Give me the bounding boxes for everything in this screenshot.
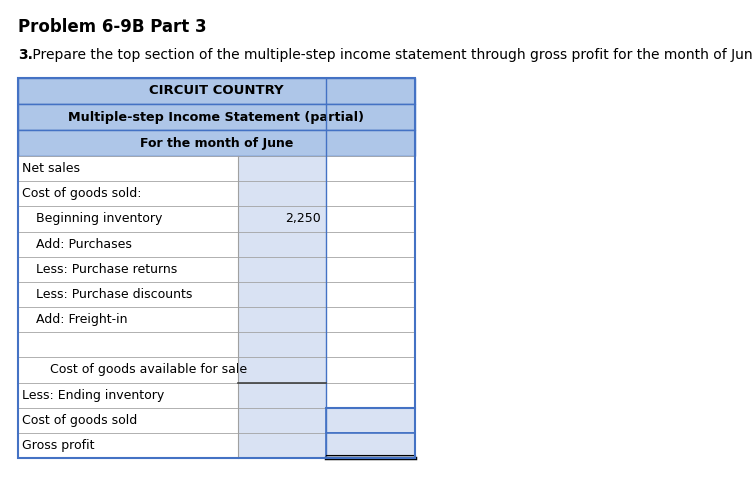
- Text: 2,250: 2,250: [285, 212, 321, 225]
- Bar: [238, 156, 326, 181]
- Bar: [238, 282, 326, 307]
- Bar: [18, 231, 238, 257]
- Text: 3.: 3.: [18, 48, 33, 62]
- Text: Cost of goods sold:: Cost of goods sold:: [22, 187, 142, 200]
- Bar: [238, 332, 326, 357]
- Text: Gross profit: Gross profit: [22, 439, 94, 452]
- Bar: [326, 231, 415, 257]
- Text: Less: Purchase returns: Less: Purchase returns: [36, 263, 177, 276]
- Bar: [18, 181, 238, 206]
- Bar: [326, 206, 415, 231]
- Text: Net sales: Net sales: [22, 162, 80, 175]
- Bar: [18, 383, 238, 407]
- Bar: [326, 181, 415, 206]
- Text: Cost of goods sold: Cost of goods sold: [22, 414, 137, 427]
- Bar: [238, 433, 326, 458]
- Bar: [18, 407, 238, 433]
- Text: Less: Purchase discounts: Less: Purchase discounts: [36, 288, 192, 301]
- Bar: [238, 257, 326, 282]
- Text: Less: Ending inventory: Less: Ending inventory: [22, 388, 164, 402]
- Text: Beginning inventory: Beginning inventory: [36, 212, 163, 225]
- Bar: [326, 433, 415, 458]
- Text: Multiple-step Income Statement (partial): Multiple-step Income Statement (partial): [69, 110, 364, 123]
- Bar: [18, 307, 238, 332]
- Bar: [18, 433, 238, 458]
- Text: CIRCUIT COUNTRY: CIRCUIT COUNTRY: [149, 84, 284, 98]
- Bar: [326, 357, 415, 383]
- Bar: [238, 231, 326, 257]
- Bar: [326, 407, 415, 433]
- Text: Cost of goods available for sale: Cost of goods available for sale: [50, 364, 247, 376]
- Bar: [238, 206, 326, 231]
- Bar: [326, 156, 415, 181]
- Bar: [238, 307, 326, 332]
- Bar: [238, 181, 326, 206]
- Bar: [18, 78, 415, 458]
- Bar: [18, 206, 238, 231]
- Bar: [18, 332, 238, 357]
- Bar: [238, 357, 326, 383]
- Bar: [326, 257, 415, 282]
- Bar: [18, 156, 238, 181]
- Bar: [326, 282, 415, 307]
- Bar: [18, 78, 415, 104]
- Bar: [18, 104, 415, 130]
- Bar: [238, 383, 326, 407]
- Bar: [18, 257, 238, 282]
- Bar: [326, 383, 415, 407]
- Text: For the month of June: For the month of June: [140, 137, 293, 149]
- Text: Problem 6-9B Part 3: Problem 6-9B Part 3: [18, 18, 206, 36]
- Bar: [326, 332, 415, 357]
- Text: Add: Purchases: Add: Purchases: [36, 238, 132, 250]
- Text: Prepare the top section of the multiple-step income statement through gross prof: Prepare the top section of the multiple-…: [28, 48, 753, 62]
- Bar: [18, 282, 238, 307]
- Bar: [326, 307, 415, 332]
- Bar: [238, 407, 326, 433]
- Bar: [18, 357, 238, 383]
- Bar: [18, 130, 415, 156]
- Text: Add: Freight-in: Add: Freight-in: [36, 313, 127, 326]
